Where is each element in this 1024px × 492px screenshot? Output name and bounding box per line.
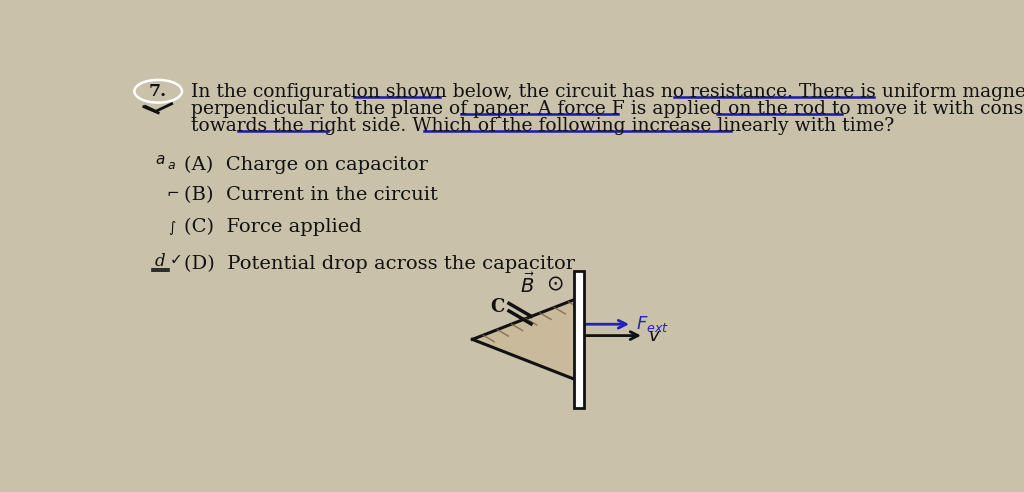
Text: $\vec{B}$: $\vec{B}$ xyxy=(520,273,536,297)
Text: perpendicular to the plane of paper. A force F is applied on the rod to move it : perpendicular to the plane of paper. A f… xyxy=(191,100,1024,118)
Text: $v$: $v$ xyxy=(648,327,660,344)
Text: 7.: 7. xyxy=(150,83,167,100)
Text: ∫: ∫ xyxy=(168,221,175,235)
Text: a: a xyxy=(168,159,175,172)
Text: (B)  Current in the circuit: (B) Current in the circuit xyxy=(183,186,437,204)
Polygon shape xyxy=(472,298,580,381)
Text: (D)  Potential drop across the capacitor: (D) Potential drop across the capacitor xyxy=(183,254,574,273)
Text: $\mathit{F}_{ext}$: $\mathit{F}_{ext}$ xyxy=(636,314,669,334)
Text: (C)  Force applied: (C) Force applied xyxy=(183,217,361,236)
Text: ✓: ✓ xyxy=(169,252,182,267)
FancyBboxPatch shape xyxy=(574,271,585,407)
Text: ⌐: ⌐ xyxy=(167,186,179,201)
Text: In the configuration shown below, the circuit has no resistance. There is unifor: In the configuration shown below, the ci… xyxy=(191,83,1024,101)
Text: C: C xyxy=(490,298,505,316)
Text: d: d xyxy=(155,253,165,270)
Text: (A)  Charge on capacitor: (A) Charge on capacitor xyxy=(183,156,427,174)
Text: towards the right side. Which of the following increase linearly with time?: towards the right side. Which of the fol… xyxy=(191,117,895,135)
Text: $\odot$: $\odot$ xyxy=(546,275,564,294)
Text: a: a xyxy=(155,152,165,167)
